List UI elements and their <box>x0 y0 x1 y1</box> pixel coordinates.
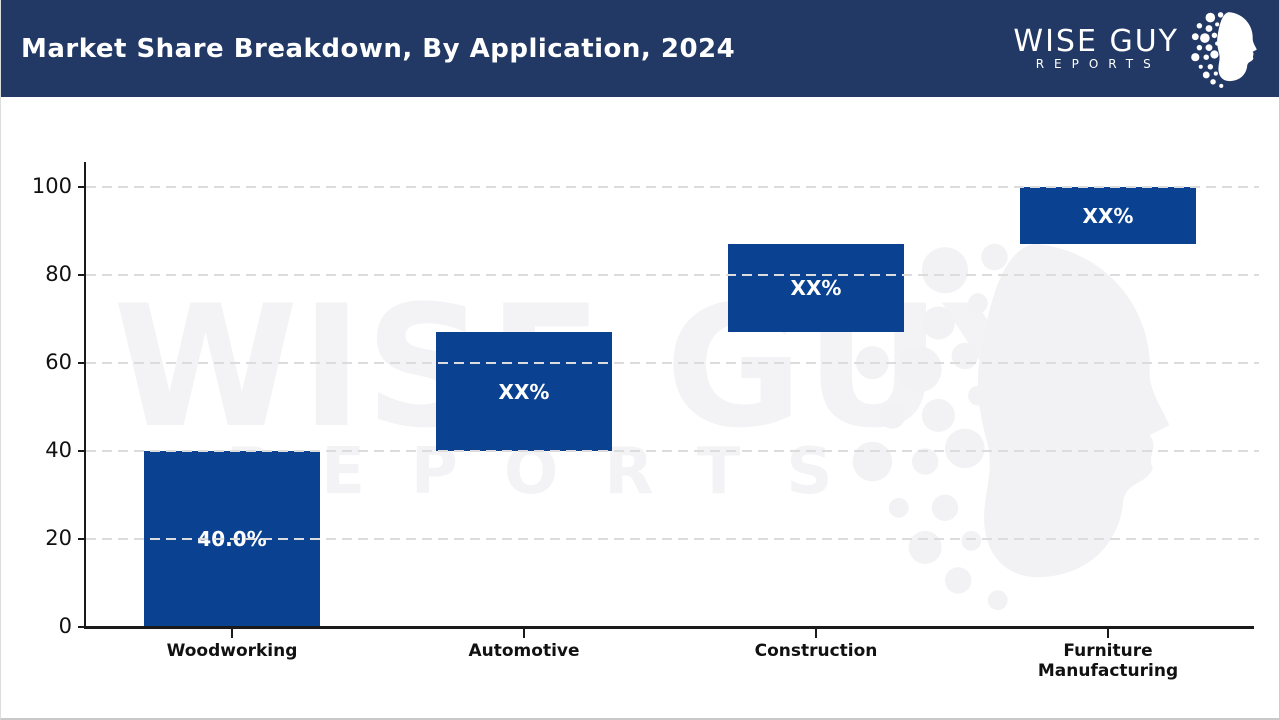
x-axis-spine <box>84 626 1254 629</box>
y-axis-spine <box>84 162 86 629</box>
y-tick-mark <box>78 450 86 452</box>
bar-furniture-manufacturing: XX% <box>1020 187 1196 245</box>
y-tick-mark <box>78 626 86 628</box>
bar-value-label: XX% <box>790 276 842 301</box>
wise-guy-reports-logo: WISE GUY REPORTS <box>1013 8 1267 90</box>
y-tick-label: 80 <box>45 262 72 286</box>
x-tick-mark <box>1107 629 1109 638</box>
bar-construction: XX% <box>728 244 904 333</box>
y-tick-mark <box>78 186 86 188</box>
x-tick-mark <box>523 629 525 638</box>
gridline-y-100 <box>86 186 1259 188</box>
logo-text: WISE GUY REPORTS <box>1013 26 1179 72</box>
gridline-y-80 <box>86 274 1259 276</box>
header-band: Market Share Breakdown, By Application, … <box>1 0 1279 97</box>
y-tick-label: 0 <box>58 614 72 638</box>
y-tick-label: 20 <box>45 526 72 550</box>
y-tick-mark <box>78 538 86 540</box>
bar-value-label: XX% <box>1082 203 1134 228</box>
bar-automotive: XX% <box>436 332 612 451</box>
logo-subtitle: REPORTS <box>1035 57 1161 72</box>
category-label: Furniture Manufacturing <box>1037 641 1179 682</box>
logo-head-icon <box>1191 11 1257 88</box>
y-tick-mark <box>78 274 86 276</box>
gridline-y-60 <box>86 362 1259 364</box>
gridline-y-40 <box>86 450 1259 452</box>
logo-wordmark: WISE GUY <box>1013 23 1179 59</box>
y-tick-label: 40 <box>45 438 72 462</box>
x-tick-mark <box>815 629 817 638</box>
gridline-y-20 <box>86 538 1259 540</box>
bar-value-label: XX% <box>498 379 550 404</box>
y-tick-mark <box>78 362 86 364</box>
y-tick-label: 60 <box>45 350 72 374</box>
page-title: Market Share Breakdown, By Application, … <box>21 33 736 64</box>
category-label: Construction <box>754 641 878 661</box>
x-tick-mark <box>231 629 233 638</box>
category-label: Woodworking <box>166 641 298 661</box>
y-tick-label: 100 <box>31 174 72 198</box>
category-label: Automotive <box>468 641 580 661</box>
